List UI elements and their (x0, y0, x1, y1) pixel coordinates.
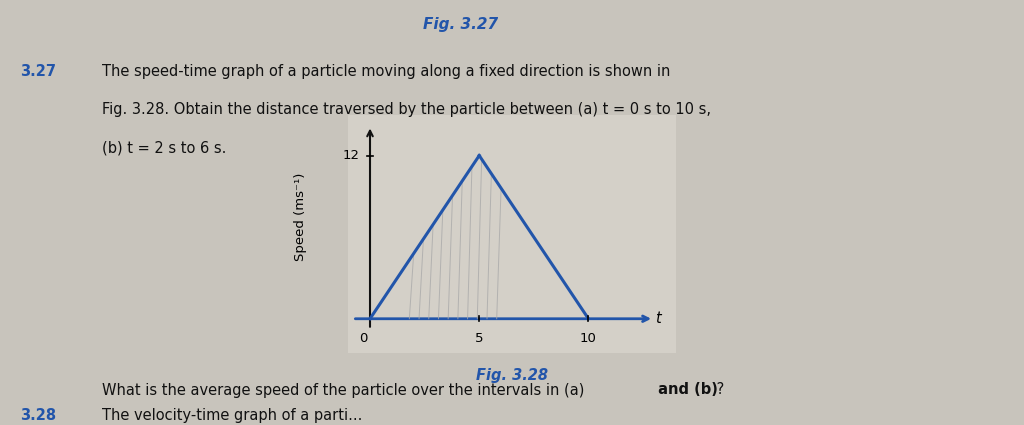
Text: Speed (ms⁻¹): Speed (ms⁻¹) (294, 173, 306, 261)
Text: 0: 0 (359, 332, 368, 346)
Text: ?: ? (712, 382, 724, 397)
Text: Fig. 3.28: Fig. 3.28 (476, 368, 548, 382)
Text: The velocity-time graph of a parti...: The velocity-time graph of a parti... (102, 408, 362, 423)
Text: 3.27: 3.27 (20, 64, 56, 79)
Text: Fig. 3.28. Obtain the distance traversed by the particle between (a) t = 0 s to : Fig. 3.28. Obtain the distance traversed… (102, 102, 712, 117)
Text: 5: 5 (475, 332, 483, 346)
Text: t: t (655, 311, 662, 326)
Text: Fig. 3.27: Fig. 3.27 (423, 17, 499, 32)
Text: 10: 10 (580, 332, 597, 346)
Text: The speed-time graph of a particle moving along a fixed direction is shown in: The speed-time graph of a particle movin… (102, 64, 671, 79)
Text: (b) t = 2 s to 6 s.: (b) t = 2 s to 6 s. (102, 140, 226, 155)
Text: What is the average speed of the particle over the intervals in (a): What is the average speed of the particl… (102, 382, 585, 397)
Text: 12: 12 (342, 149, 359, 162)
Text: and (b): and (b) (653, 382, 718, 397)
Text: 3.28: 3.28 (20, 408, 56, 423)
